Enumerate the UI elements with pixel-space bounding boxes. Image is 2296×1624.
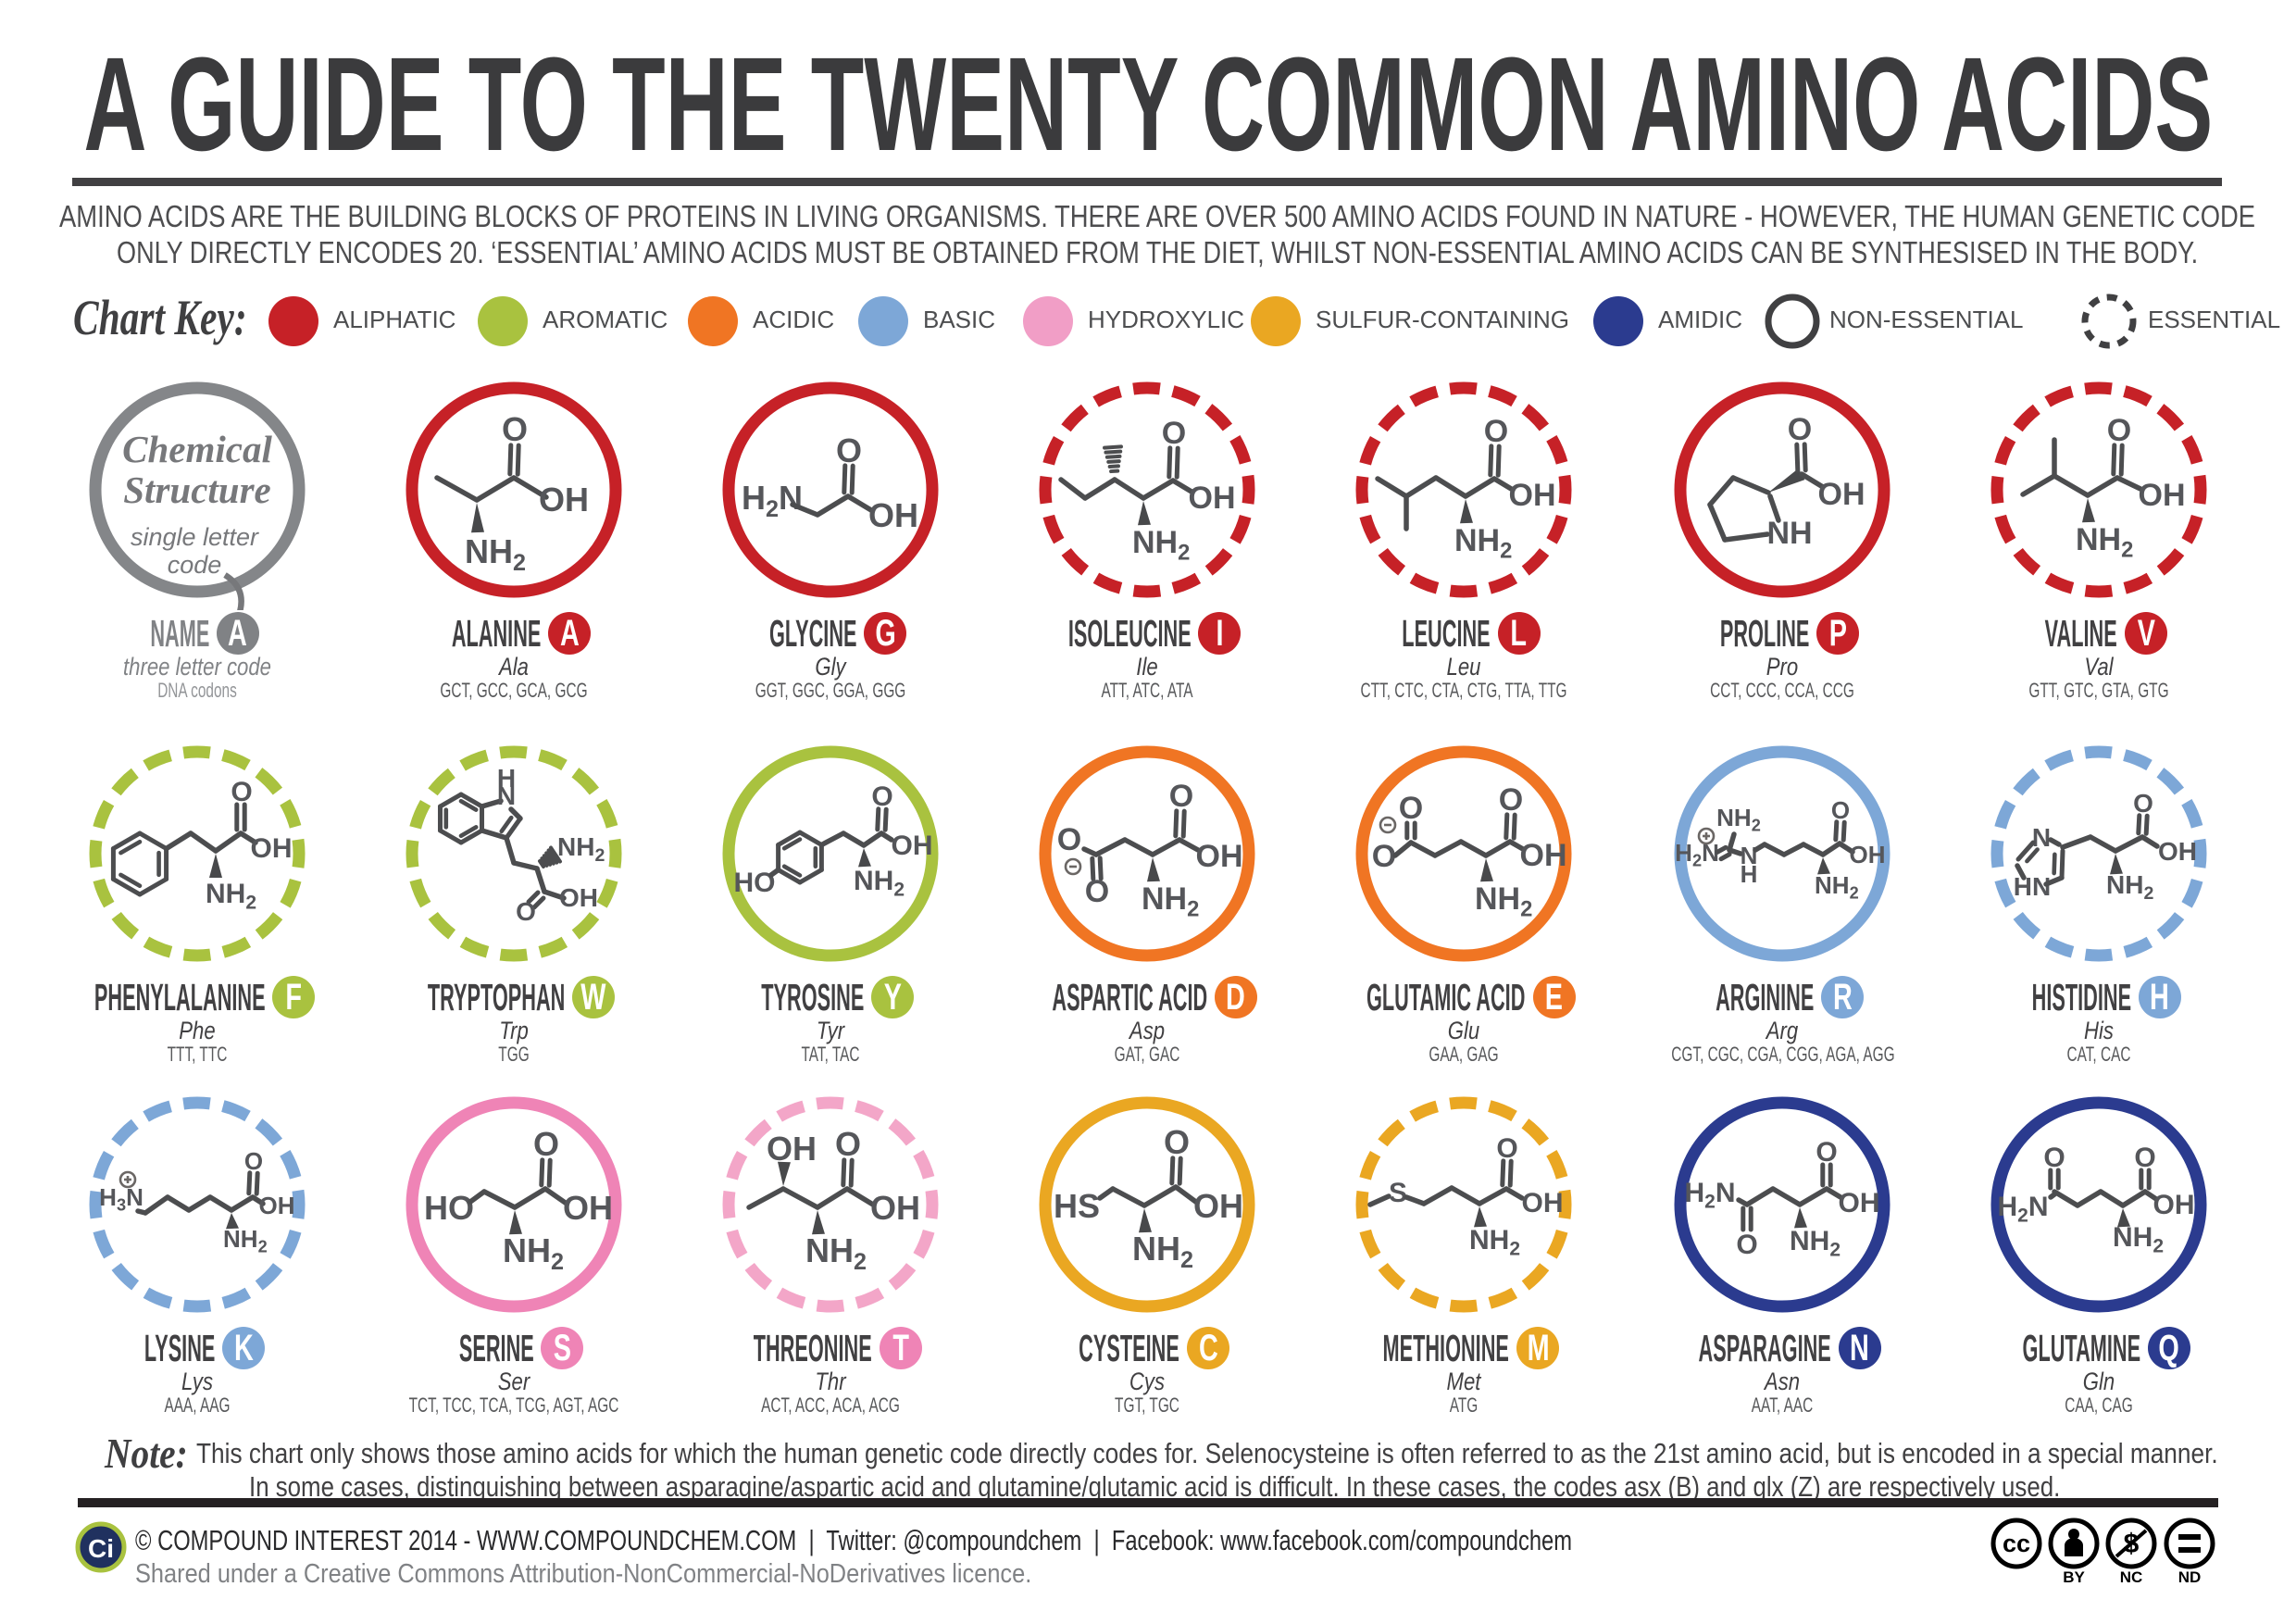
svg-text:single letter: single letter [131, 523, 259, 551]
svg-text:OH: OH [870, 1189, 920, 1227]
svg-text:OH: OH [1189, 481, 1236, 516]
svg-text:Ci: Ci [88, 1534, 114, 1563]
svg-text:H2​N: H2​N [1675, 839, 1719, 870]
svg-text:NH2​: NH2​ [1132, 525, 1190, 565]
svg-text:O: O [244, 1147, 263, 1175]
svg-text:H2​N: H2​N [1684, 1178, 1735, 1213]
svg-text:O: O [1399, 791, 1423, 826]
svg-text:O: O [1169, 779, 1193, 814]
svg-text:NH2​: NH2​ [1815, 871, 1859, 903]
svg-text:OH: OH [1520, 838, 1567, 873]
svg-text:O: O [1816, 1137, 1837, 1168]
svg-text:O: O [836, 431, 862, 469]
svg-text:OH: OH [2139, 478, 2186, 513]
svg-text:NH2​: NH2​ [1469, 1225, 1520, 1260]
svg-text:NH2​: NH2​ [1790, 1226, 1841, 1261]
svg-text:OH: OH [1850, 841, 1886, 868]
svg-text:NH2​: NH2​ [2113, 1222, 2164, 1257]
svg-text:cc: cc [2003, 1530, 2030, 1557]
svg-text:NH2​: NH2​ [2076, 522, 2133, 562]
svg-text:S: S [1389, 1178, 1407, 1208]
svg-text:NH2​: NH2​ [557, 832, 605, 866]
svg-text:O: O [1164, 1123, 1190, 1161]
svg-text:O: O [835, 1125, 861, 1163]
svg-text:O: O [1085, 874, 1109, 909]
svg-text:NH2​: NH2​ [1454, 523, 1512, 563]
svg-text:O: O [2043, 1143, 2065, 1173]
svg-text:O: O [2133, 789, 2153, 818]
svg-text:O: O [1372, 839, 1396, 874]
svg-text:O: O [231, 777, 252, 807]
svg-text:NH2​: NH2​ [223, 1225, 268, 1256]
svg-text:H: H [497, 764, 516, 793]
svg-text:NH: NH [1766, 516, 1812, 551]
svg-text:OH: OH [1522, 1188, 1564, 1218]
svg-text:N: N [497, 781, 516, 810]
svg-text:H: H [1741, 860, 1758, 888]
svg-text:HO: HO [424, 1189, 474, 1227]
svg-text:NH2​: NH2​ [854, 866, 905, 901]
svg-text:O: O [516, 897, 536, 926]
svg-text:O: O [1162, 416, 1186, 451]
svg-text:O: O [1496, 1133, 1517, 1164]
svg-text:H2​N: H2​N [1997, 1192, 2048, 1227]
svg-text:NH2​: NH2​ [465, 532, 526, 576]
svg-text:OH: OH [767, 1130, 817, 1168]
svg-text:O: O [1057, 822, 1081, 857]
svg-text:NH2​: NH2​ [1716, 804, 1761, 835]
svg-text:N: N [2032, 823, 2051, 852]
svg-text:Chemical: Chemical [122, 428, 272, 470]
svg-text:O: O [871, 781, 892, 812]
svg-text:NH2​: NH2​ [2106, 870, 2153, 904]
svg-text:O: O [2134, 1143, 2155, 1173]
svg-text:Structure: Structure [123, 468, 271, 511]
svg-text:NC: NC [2120, 1568, 2143, 1586]
svg-text:OH: OH [2153, 1190, 2195, 1220]
svg-text:OH: OH [1509, 478, 1556, 513]
svg-text:NH2​: NH2​ [503, 1231, 564, 1275]
svg-text:O: O [1736, 1230, 1757, 1260]
svg-text:OH: OH [868, 496, 918, 534]
svg-text:HO: HO [734, 868, 776, 898]
svg-text:ND: ND [2178, 1568, 2202, 1586]
svg-text:OH: OH [1818, 477, 1866, 512]
svg-text:O: O [533, 1125, 559, 1163]
svg-text:OH: OH [259, 1192, 295, 1219]
svg-text:OH: OH [892, 831, 933, 861]
svg-text:HN: HN [2014, 872, 2051, 901]
svg-text:O: O [1499, 782, 1523, 818]
svg-text:HS: HS [1054, 1187, 1100, 1225]
svg-text:O: O [1831, 796, 1850, 824]
svg-text:O: O [1484, 414, 1508, 449]
svg-text:H2​N: H2​N [742, 479, 803, 522]
svg-text:code: code [168, 551, 222, 579]
svg-text:O: O [1788, 412, 1812, 447]
svg-text:OH: OH [2158, 837, 2197, 866]
svg-text:OH: OH [1193, 1187, 1243, 1225]
svg-text:OH: OH [539, 481, 589, 518]
svg-text:OH: OH [251, 833, 293, 864]
svg-text:BY: BY [2063, 1568, 2085, 1586]
svg-text:NH2​: NH2​ [1132, 1230, 1193, 1273]
svg-text:NH2​: NH2​ [1142, 881, 1199, 921]
svg-text:NH2​: NH2​ [206, 879, 256, 914]
svg-text:OH: OH [563, 1189, 613, 1227]
svg-text:OH: OH [1839, 1188, 1880, 1218]
svg-text:O: O [502, 410, 528, 448]
svg-text:OH: OH [559, 883, 598, 912]
svg-text:NH2​: NH2​ [1475, 881, 1532, 921]
svg-text:OH: OH [1196, 839, 1243, 874]
svg-text:O: O [2107, 413, 2131, 448]
svg-text:NH2​: NH2​ [805, 1231, 867, 1275]
